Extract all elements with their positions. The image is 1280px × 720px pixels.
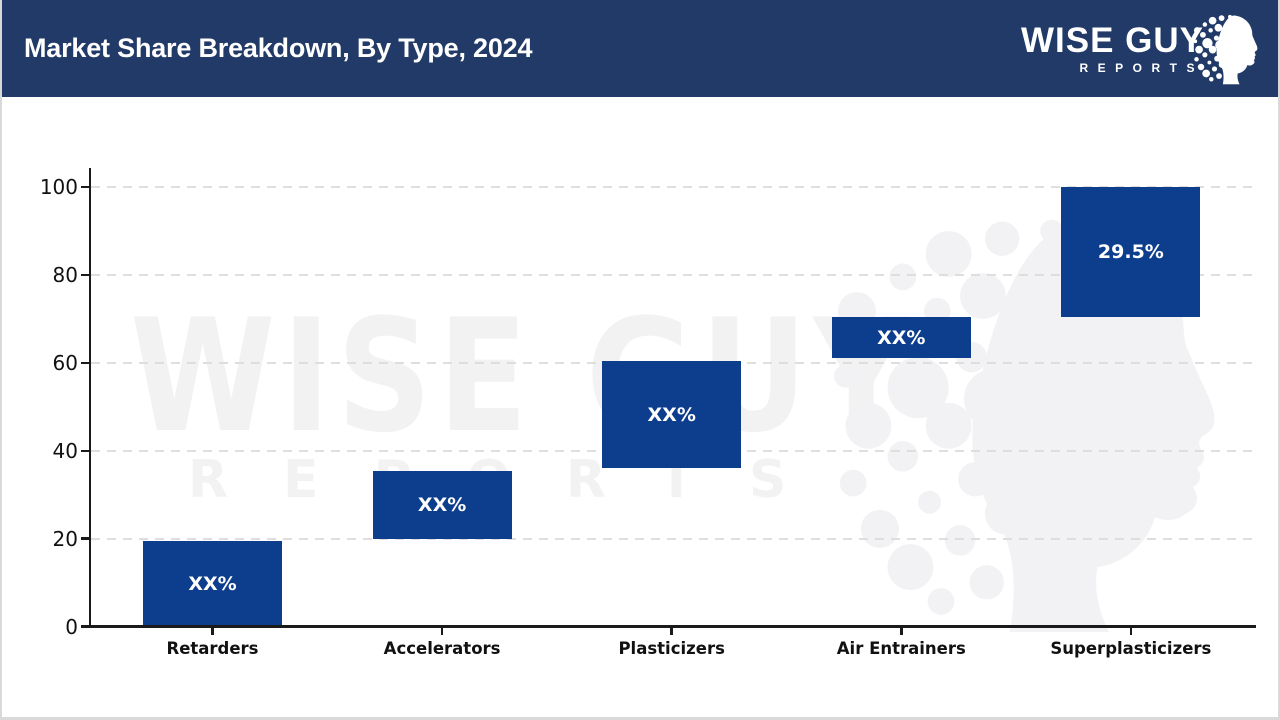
category-label: Air Entrainers [836, 639, 966, 658]
x-axis-tick [1129, 627, 1133, 635]
gridline [91, 537, 1254, 540]
y-axis-tick-label: 60 [52, 350, 78, 375]
bar-value-label: XX% [417, 493, 467, 516]
y-axis-tick [81, 537, 89, 540]
y-axis-tick-label: 0 [65, 614, 78, 639]
bar-superplasticizers: 29.5% [1061, 187, 1201, 317]
bar-value-label: XX% [647, 403, 696, 426]
y-axis-tick [81, 625, 89, 628]
gridline [91, 186, 1254, 189]
y-axis-tick [81, 361, 89, 365]
x-axis-tick [211, 627, 214, 635]
x-axis-line [88, 624, 1256, 628]
y-axis-line [88, 168, 91, 628]
y-axis-tick-label: 20 [52, 526, 78, 551]
x-axis-tick [900, 627, 903, 635]
x-axis-tick [440, 627, 444, 635]
y-axis-tick [81, 185, 89, 189]
bar-plasticizers: XX% [602, 360, 742, 469]
category-label: Accelerators [383, 639, 501, 658]
bar-air-entrainers: XX% [831, 316, 971, 359]
logo-wordmark: WISE GUY REPORTS [1021, 23, 1204, 75]
x-axis-tick [670, 627, 673, 635]
watermark-wordmark: WISE GUY [130, 286, 916, 468]
y-axis-tick [81, 449, 89, 452]
page-title: Market Share Breakdown, By Type, 2024 [24, 33, 533, 63]
category-label: Superplasticizers [1050, 639, 1212, 658]
logo-line1: WISE GUY [1020, 20, 1204, 60]
bar-value-label: XX% [188, 572, 237, 595]
y-axis-tick-label: 40 [52, 438, 78, 463]
category-label: Plasticizers [618, 639, 725, 658]
y-axis-tick-label: 100 [39, 175, 78, 200]
bar-value-label: 29.5% [1097, 240, 1164, 263]
category-label: Retarders [166, 639, 259, 658]
bar-accelerators: XX% [372, 470, 512, 539]
y-axis-tick [81, 273, 89, 277]
logo-line2: REPORTS [1079, 60, 1204, 75]
y-axis-tick-label: 80 [52, 263, 78, 288]
bar-retarders: XX% [143, 540, 282, 627]
header-bar: Market Share Breakdown, By Type, 2024 WI… [2, 0, 1278, 97]
gridline [91, 274, 1254, 277]
wise-guy-logo: WISE GUY REPORTS [1021, 8, 1266, 90]
bar-value-label: XX% [877, 326, 926, 349]
